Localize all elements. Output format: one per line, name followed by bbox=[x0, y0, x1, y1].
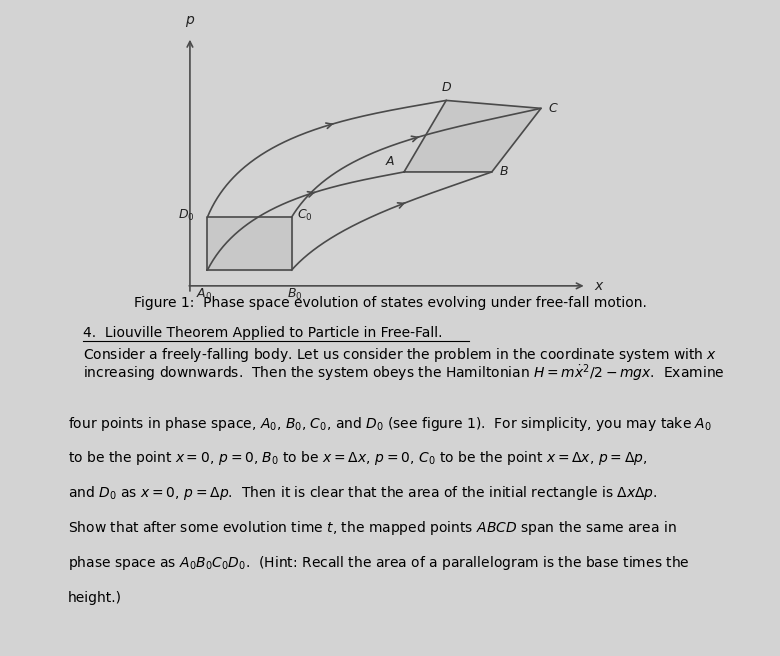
Text: Figure 1:  Phase space evolution of states evolving under free-fall motion.: Figure 1: Phase space evolution of state… bbox=[133, 297, 647, 310]
Text: $D$: $D$ bbox=[441, 81, 452, 94]
Text: $p$: $p$ bbox=[185, 14, 195, 29]
Text: and $D_0$ as $x=0,\, p=\Delta p$.  Then it is clear that the area of the initial: and $D_0$ as $x=0,\, p=\Delta p$. Then i… bbox=[68, 484, 658, 502]
Text: $A_0$: $A_0$ bbox=[196, 287, 212, 302]
Polygon shape bbox=[404, 100, 541, 172]
Polygon shape bbox=[207, 217, 292, 270]
Text: 4.  Liouville Theorem Applied to Particle in Free-Fall.: 4. Liouville Theorem Applied to Particle… bbox=[83, 326, 442, 340]
Text: Consider a freely-falling body. Let us consider the problem in the coordinate sy: Consider a freely-falling body. Let us c… bbox=[83, 346, 717, 364]
Text: $D_0$: $D_0$ bbox=[178, 208, 195, 223]
Text: $C_0$: $C_0$ bbox=[297, 208, 313, 223]
Text: phase space as $A_0B_0C_0D_0$.  (Hint: Recall the area of a parallelogram is the: phase space as $A_0B_0C_0D_0$. (Hint: Re… bbox=[68, 554, 690, 572]
Text: $B_0$: $B_0$ bbox=[288, 287, 303, 302]
Text: height.): height.) bbox=[68, 591, 122, 605]
Text: $C$: $C$ bbox=[548, 102, 558, 115]
Text: $B$: $B$ bbox=[499, 165, 509, 178]
Text: increasing downwards.  Then the system obeys the Hamiltonian $H = m\dot{x}^2/2 -: increasing downwards. Then the system ob… bbox=[83, 362, 725, 384]
Text: $x$: $x$ bbox=[594, 279, 604, 293]
Text: Show that after some evolution time $t$, the mapped points $ABCD$ span the same : Show that after some evolution time $t$,… bbox=[68, 519, 676, 537]
Text: $A$: $A$ bbox=[385, 155, 395, 168]
Text: to be the point $x=0,\, p=0$, $B_0$ to be $x=\Delta x,\, p=0$, $C_0$ to be the p: to be the point $x=0,\, p=0$, $B_0$ to b… bbox=[68, 449, 647, 468]
Text: four points in phase space, $A_0$, $B_0$, $C_0$, and $D_0$ (see figure 1).  For : four points in phase space, $A_0$, $B_0$… bbox=[68, 415, 712, 432]
